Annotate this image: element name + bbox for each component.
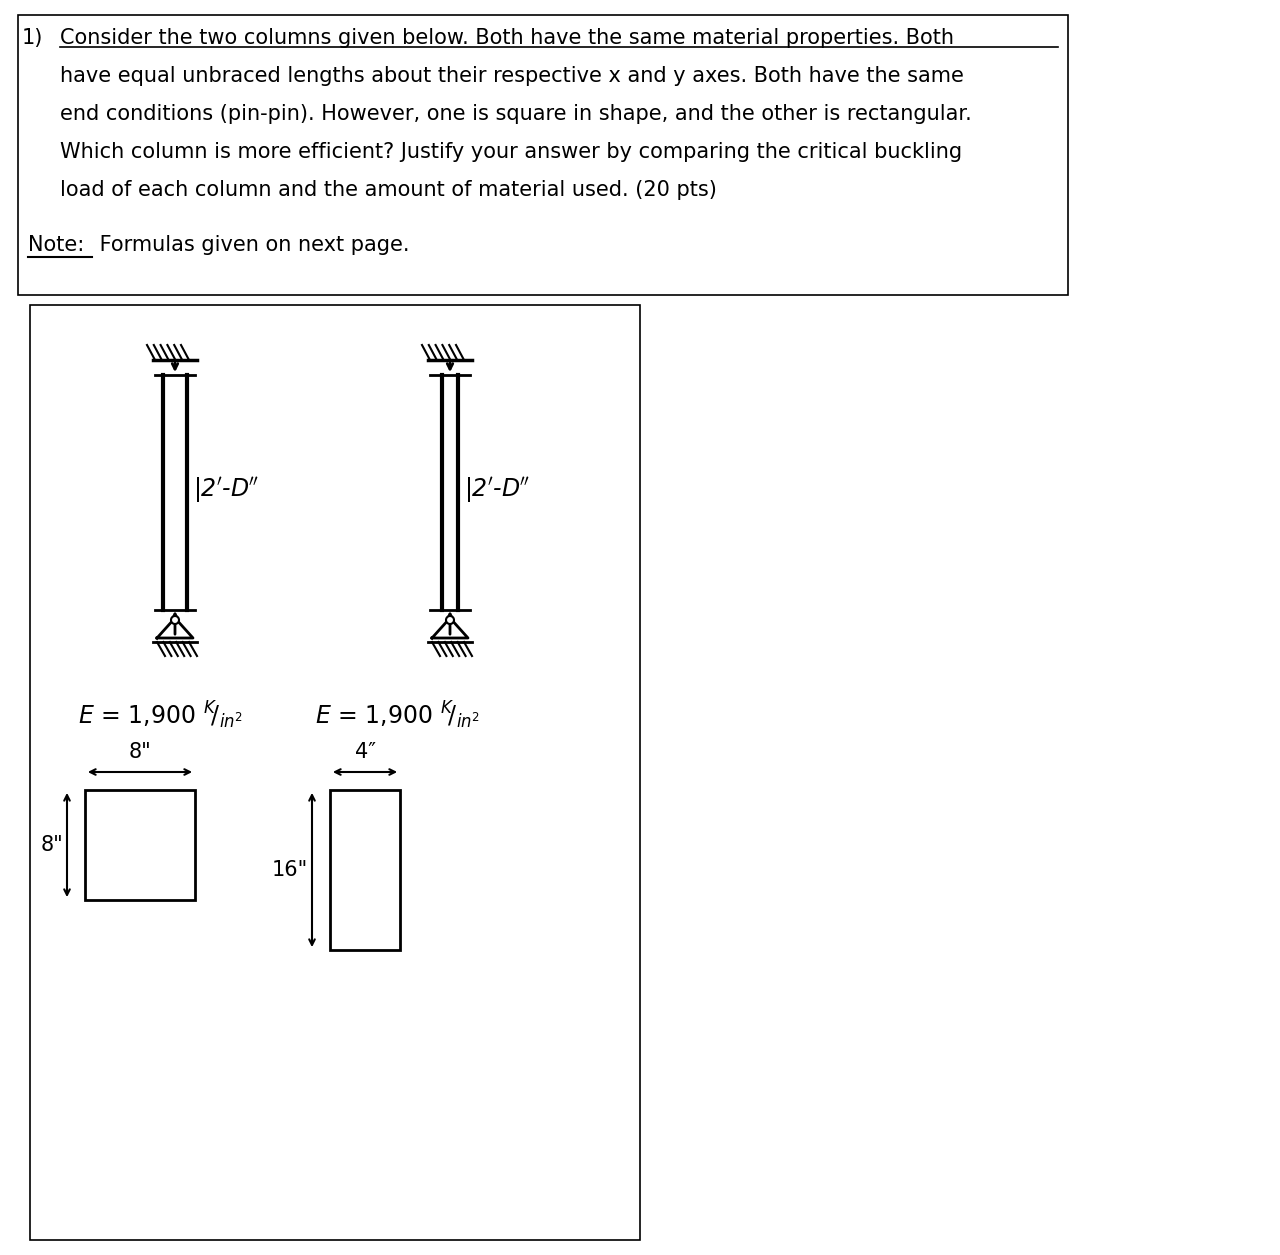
FancyBboxPatch shape: [29, 305, 640, 1240]
Text: $|$2$'$-D$''$: $|$2$'$-D$''$: [193, 476, 260, 505]
Text: $E$ = 1,900 $^K\!/_{in^2}$: $E$ = 1,900 $^K\!/_{in^2}$: [78, 700, 243, 732]
Text: Which column is more efficient? Justify your answer by comparing the critical bu: Which column is more efficient? Justify …: [60, 142, 963, 162]
Text: Note:: Note:: [28, 235, 84, 255]
Text: 8": 8": [128, 742, 151, 762]
Text: 16": 16": [271, 860, 308, 880]
Text: Formulas given on next page.: Formulas given on next page.: [93, 235, 410, 255]
Text: have equal unbraced lengths about their respective x and y axes. Both have the s: have equal unbraced lengths about their …: [60, 67, 964, 87]
Bar: [330, 789, 401, 950]
Text: 1): 1): [22, 28, 44, 48]
Text: Consider the two columns given below. Both have the same material properties. Bo: Consider the two columns given below. Bo…: [60, 28, 954, 48]
Text: 8": 8": [40, 835, 63, 855]
Text: load of each column and the amount of material used. (20 pts): load of each column and the amount of ma…: [60, 179, 717, 200]
Text: 4″: 4″: [355, 742, 375, 762]
Circle shape: [445, 616, 454, 624]
Circle shape: [172, 616, 179, 624]
Text: $|$2$'$-D$''$: $|$2$'$-D$''$: [465, 476, 530, 505]
Text: $E$ = 1,900 $^K\!/_{in^2}$: $E$ = 1,900 $^K\!/_{in^2}$: [315, 700, 480, 732]
FancyBboxPatch shape: [18, 15, 1068, 295]
Text: end conditions (pin-pin). However, one is square in shape, and the other is rect: end conditions (pin-pin). However, one i…: [60, 104, 972, 124]
Bar: [84, 789, 195, 900]
